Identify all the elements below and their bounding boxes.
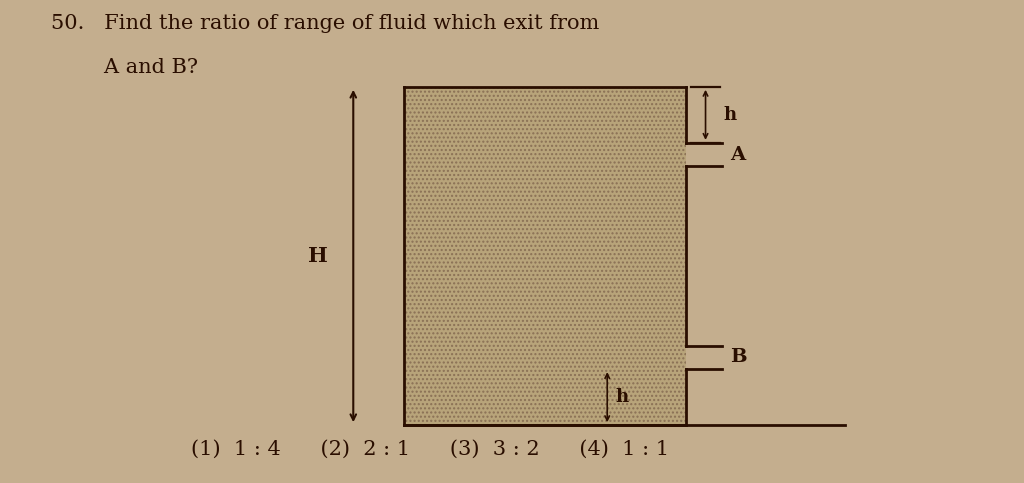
Text: H: H (307, 246, 328, 266)
Text: A and B?: A and B? (51, 58, 199, 77)
Text: h: h (723, 106, 736, 124)
Bar (404, 87, 686, 425)
Text: 50.   Find the ratio of range of fluid which exit from: 50. Find the ratio of range of fluid whi… (51, 14, 600, 33)
Text: h: h (615, 388, 629, 406)
Text: A: A (730, 145, 745, 164)
Text: (1)  1 : 4      (2)  2 : 1      (3)  3 : 2      (4)  1 : 1: (1) 1 : 4 (2) 2 : 1 (3) 3 : 2 (4) 1 : 1 (191, 440, 669, 459)
Bar (404, 87, 686, 425)
Text: B: B (730, 348, 746, 367)
